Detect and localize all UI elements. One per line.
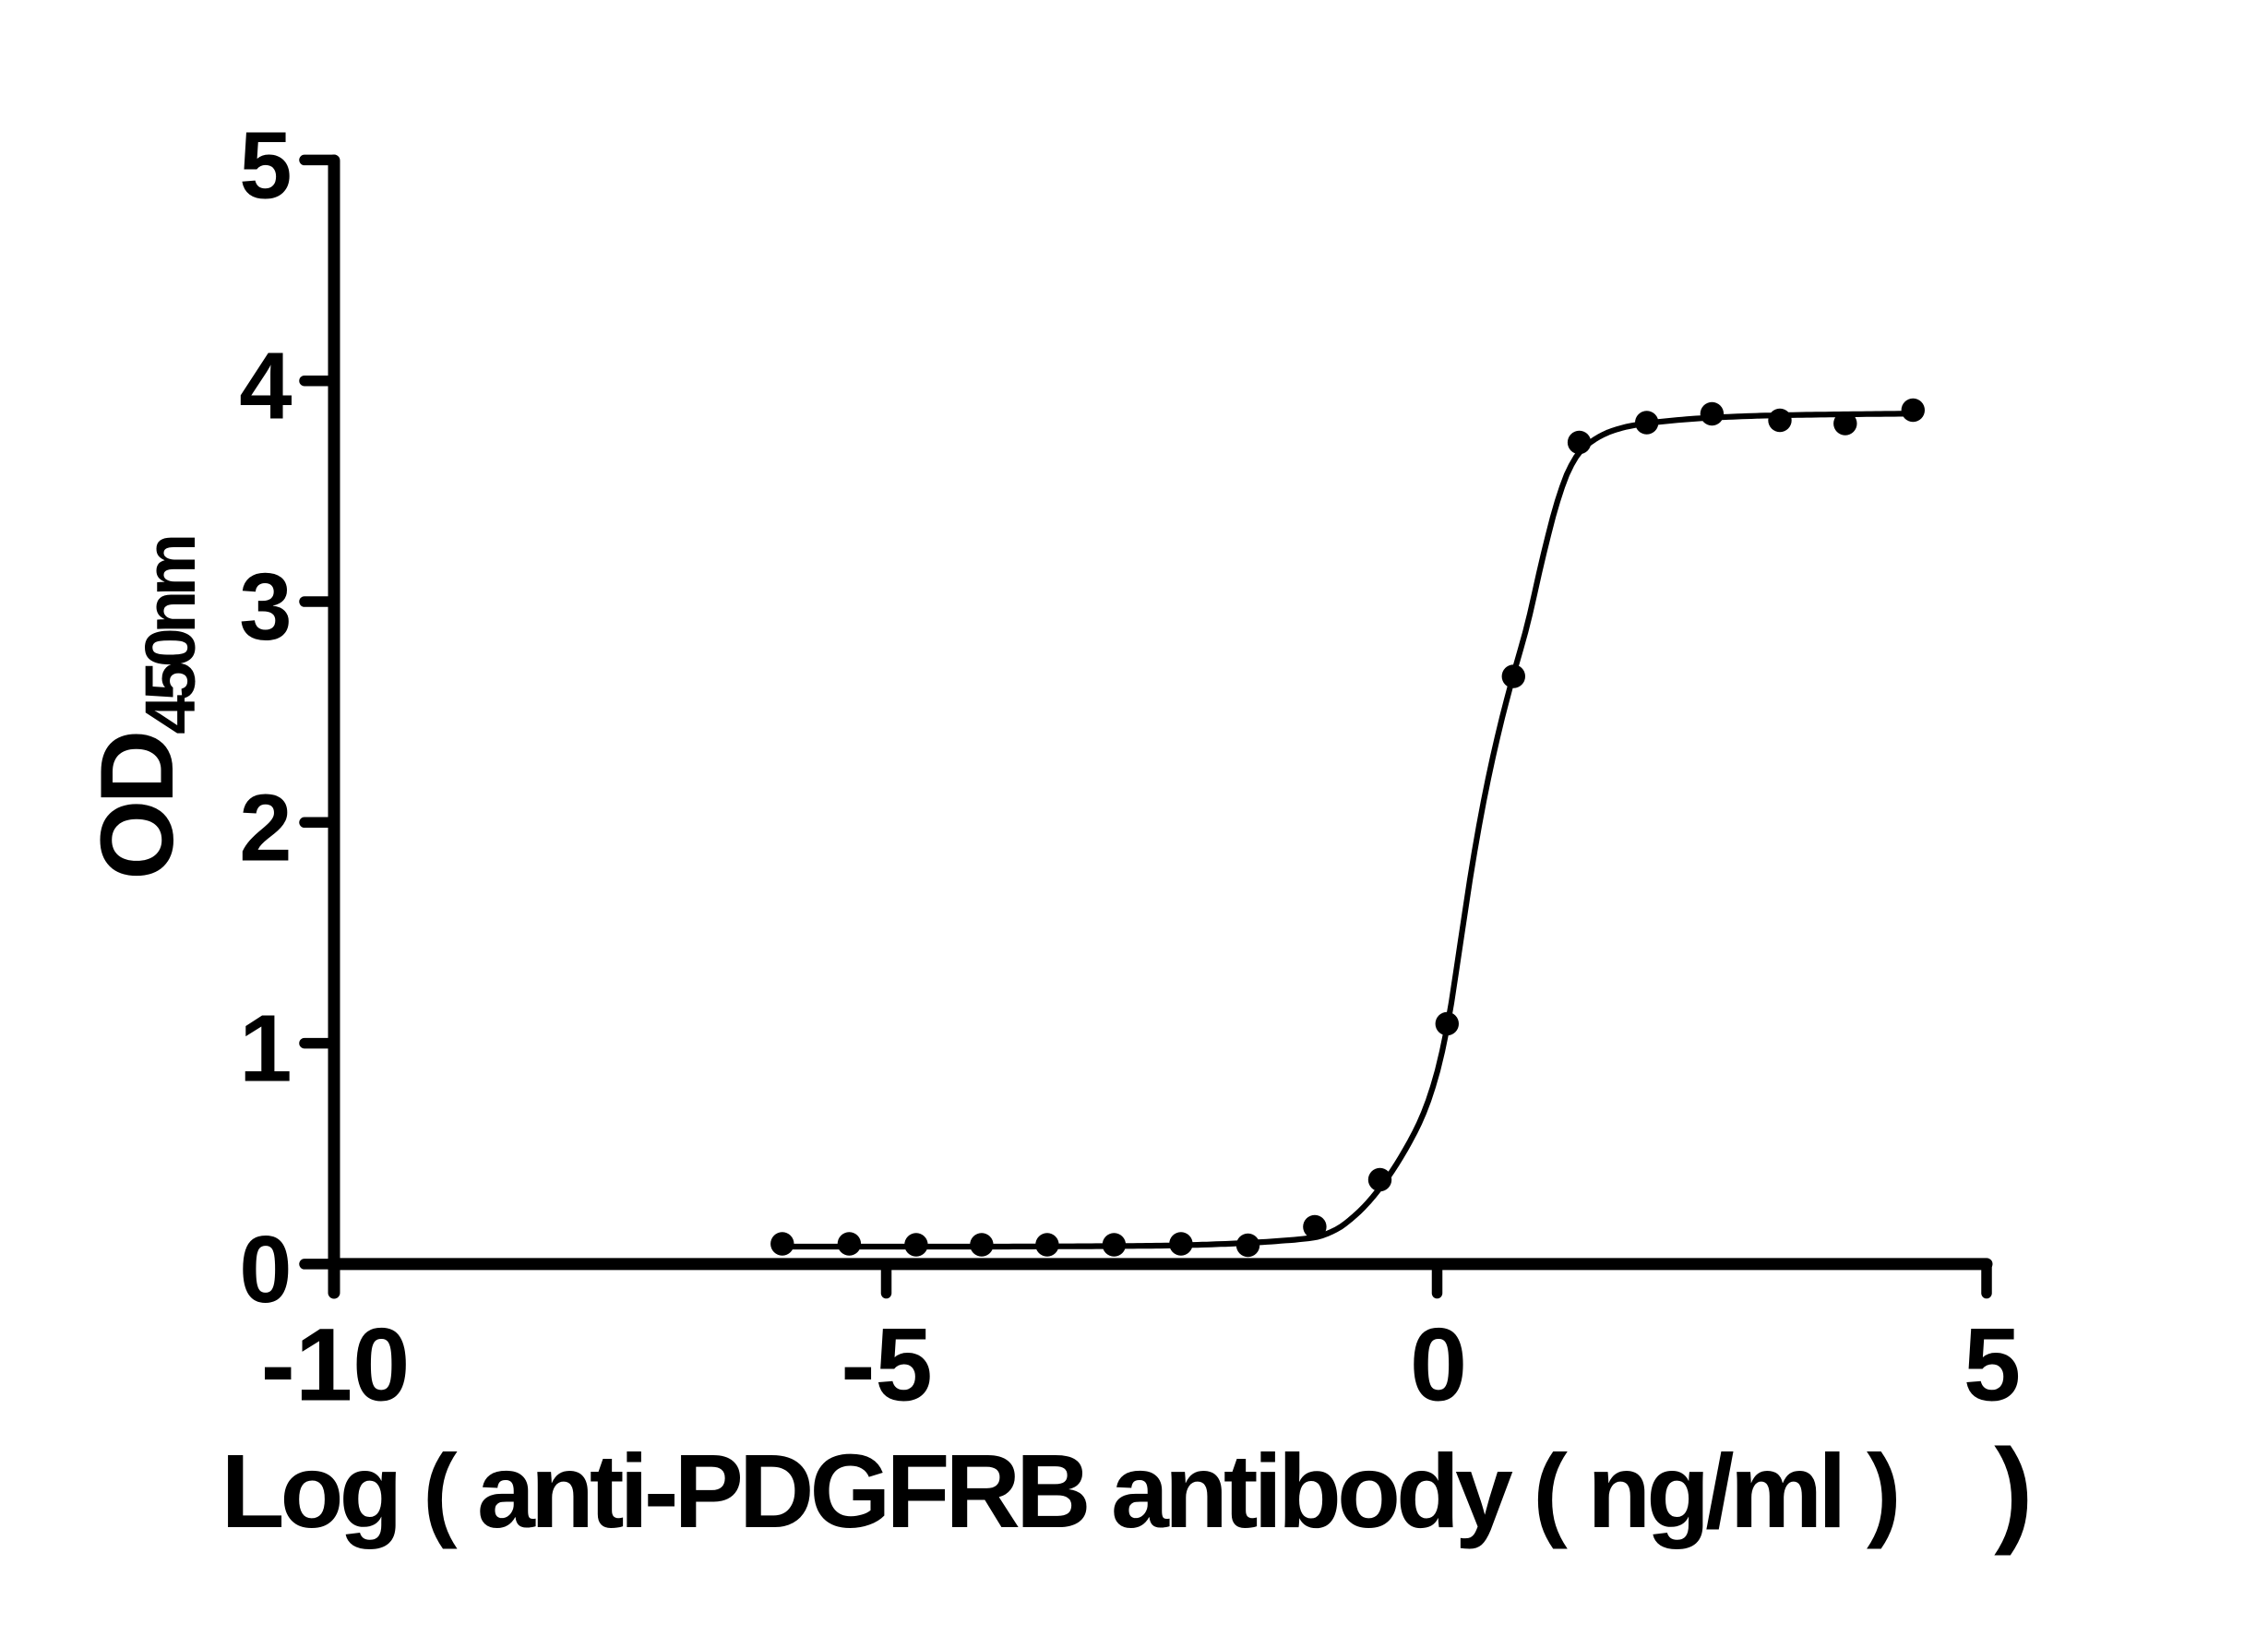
svg-text:-5: -5 [841,1308,933,1423]
svg-text:Log ( anti-PDGFRB antibody ( n: Log ( anti-PDGFRB antibody ( ng/ml ) ) [221,1425,2029,1556]
svg-text:5: 5 [1964,1308,2021,1423]
svg-text:-10: -10 [261,1308,411,1423]
svg-text:0: 0 [1410,1308,1467,1423]
svg-text:3: 3 [239,554,292,660]
svg-text:1: 1 [239,996,292,1102]
svg-text:2: 2 [239,774,292,880]
svg-text:5: 5 [239,112,292,218]
svg-text:4: 4 [239,333,292,439]
svg-text:0: 0 [239,1216,292,1322]
